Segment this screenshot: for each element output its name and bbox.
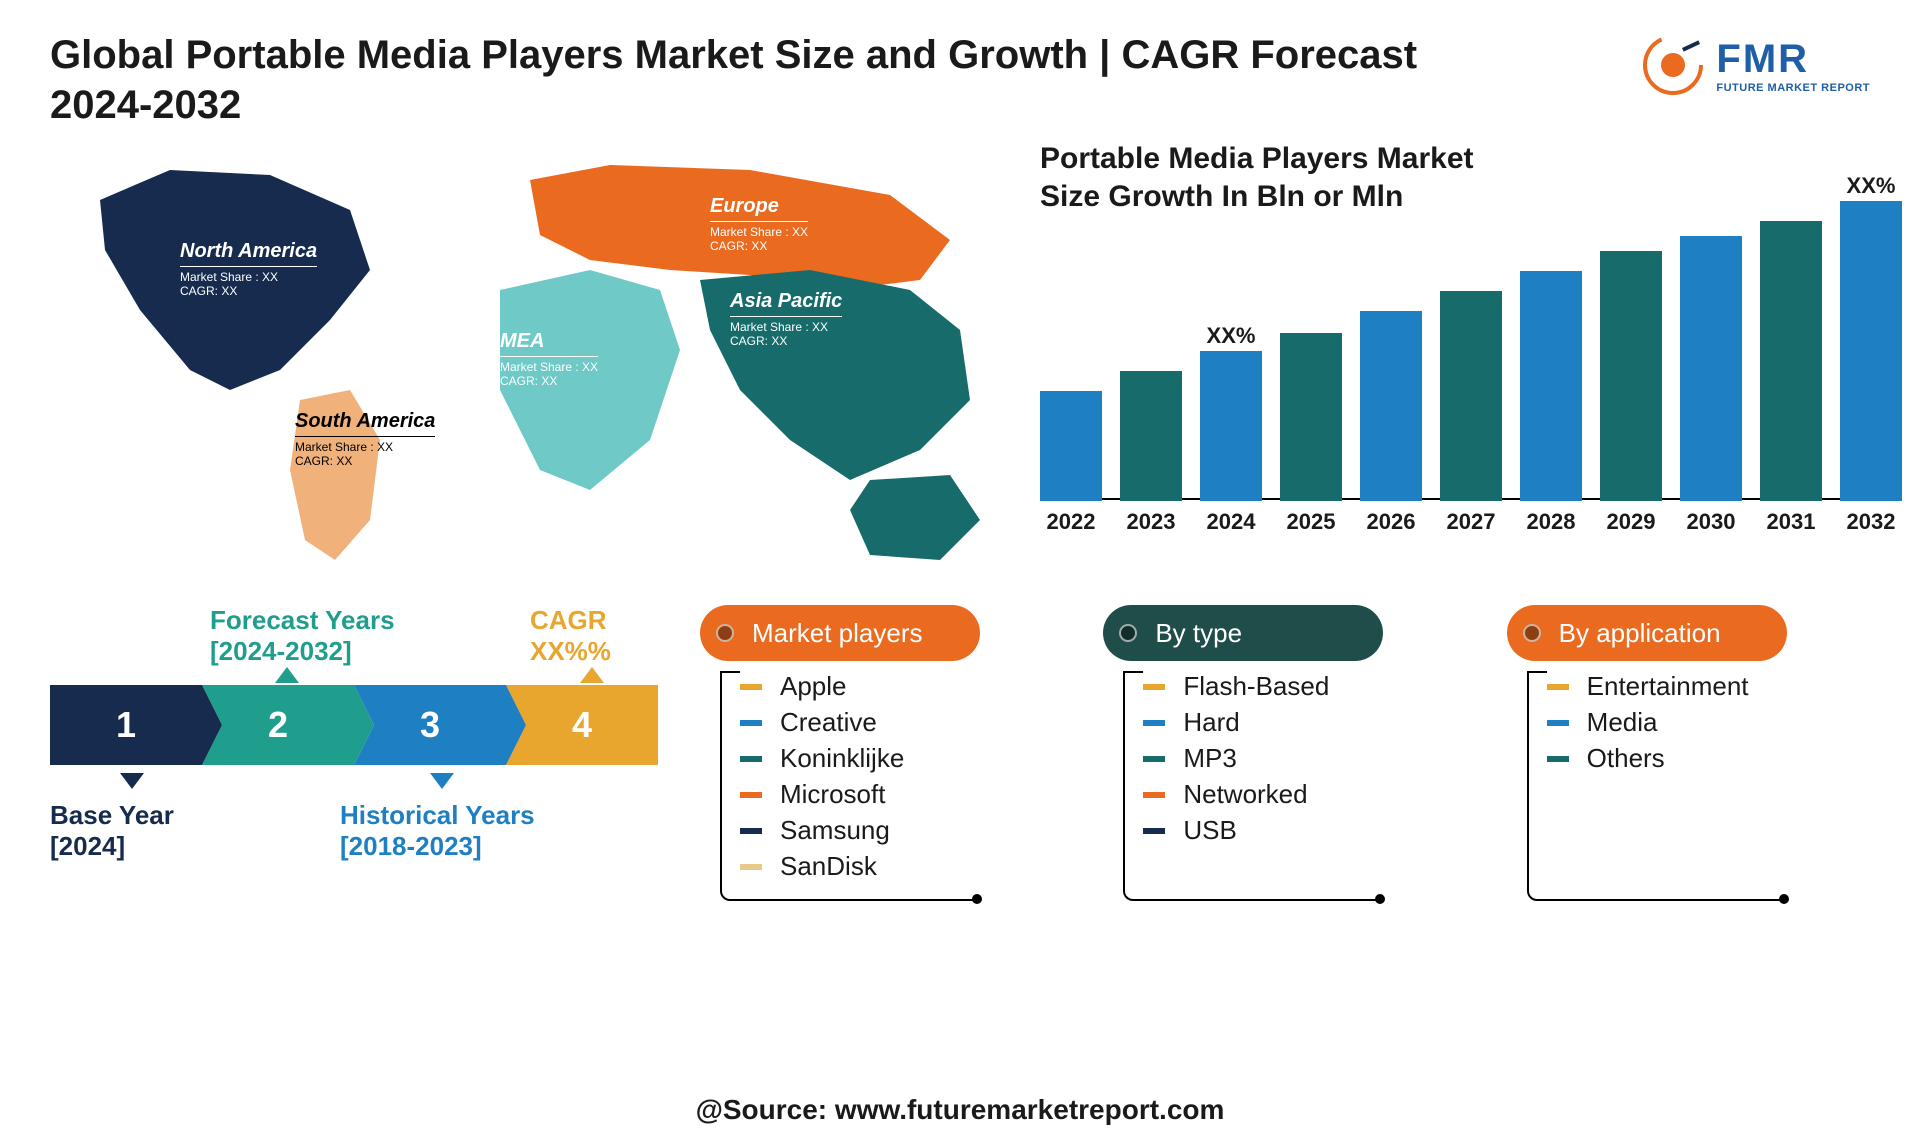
bar-callout-2032: XX% [1847,173,1896,199]
col-by-type: By type Flash-BasedHardMP3NetworkedUSB [1103,605,1466,901]
label-mea: MEA Market Share : XX CAGR: XX [500,330,598,388]
bar-2028: 2028 [1520,271,1582,535]
bar-container: 20222023XX%20242025202620272028202920302… [1040,235,1902,535]
bar-callout-2024: XX% [1207,323,1256,349]
label-sa: South America Market Share : XX CAGR: XX [295,410,435,468]
bar-2030: 2030 [1680,236,1742,535]
arrow-up-forecast [275,667,299,683]
bar-rect [1120,371,1182,501]
fmr-logo-icon [1638,30,1708,100]
timeline-step-3: 3 [354,685,506,765]
bar-rect [1200,351,1262,501]
bar-year-label: 2030 [1687,509,1736,535]
label-na: North America Market Share : XX CAGR: XX [180,240,317,298]
bar-year-label: 2025 [1287,509,1336,535]
timeline-step-2: 2 [202,685,354,765]
page-title: Global Portable Media Players Market Siz… [50,30,1500,130]
bar-rect [1680,236,1742,501]
bar-2029: 2029 [1600,251,1662,535]
bar-rect [1360,311,1422,501]
bar-2027: 2027 [1440,291,1502,535]
logo-text-sub: FUTURE MARKET REPORT [1716,82,1870,94]
bar-rect [1440,291,1502,501]
pill-by-type: By type [1103,605,1383,661]
bar-rect [1040,391,1102,501]
pill-by-application: By application [1507,605,1787,661]
logo-text-main: FMR [1716,37,1870,82]
timeline: Forecast Years[2024-2032] CAGRXX%% 1234 … [50,605,660,901]
bar-year-label: 2032 [1847,509,1896,535]
arrow-up-cagr [580,667,604,683]
bar-year-label: 2028 [1527,509,1576,535]
bar-2032: XX%2032 [1840,201,1902,535]
timeline-steps: 1234 [50,685,660,765]
bar-rect [1840,201,1902,501]
bar-2024: XX%2024 [1200,351,1262,535]
label-ap: Asia Pacific Market Share : XX CAGR: XX [730,290,842,348]
bar-2031: 2031 [1760,221,1822,535]
bar-rect [1280,333,1342,501]
pill-market-players: Market players [700,605,980,661]
arrow-down-base [120,773,144,789]
bar-year-label: 2029 [1607,509,1656,535]
bar-chart: Portable Media Players Market Size Growt… [1040,140,1902,580]
region-au [850,475,980,560]
arrow-down-historical [430,773,454,789]
timeline-step-1: 1 [50,685,202,765]
label-cagr: CAGRXX%% [530,605,611,667]
bar-2025: 2025 [1280,333,1342,535]
label-eu: Europe Market Share : XX CAGR: XX [710,195,808,253]
bar-year-label: 2026 [1367,509,1416,535]
bar-year-label: 2027 [1447,509,1496,535]
chart-title: Portable Media Players Market Size Growt… [1040,140,1520,215]
world-map: North America Market Share : XX CAGR: XX… [50,140,1010,580]
fmr-logo: FMR FUTURE MARKET REPORT [1638,30,1870,100]
label-forecast: Forecast Years[2024-2032] [210,605,395,667]
bar-year-label: 2023 [1127,509,1176,535]
bar-year-label: 2022 [1047,509,1096,535]
timeline-step-4: 4 [506,685,658,765]
bar-rect [1600,251,1662,501]
col-by-application: By application EntertainmentMediaOthers [1507,605,1870,901]
bar-year-label: 2031 [1767,509,1816,535]
source-text: @Source: www.futuremarketreport.com [0,1094,1920,1126]
bar-2023: 2023 [1120,371,1182,535]
bar-rect [1520,271,1582,501]
bar-year-label: 2024 [1207,509,1256,535]
bar-2022: 2022 [1040,391,1102,535]
label-base: Base Year[2024] [50,800,174,862]
bar-rect [1760,221,1822,501]
bar-2026: 2026 [1360,311,1422,535]
col-market-players: Market players AppleCreativeKoninklijkeM… [700,605,1063,901]
label-historical: Historical Years[2018-2023] [340,800,535,862]
